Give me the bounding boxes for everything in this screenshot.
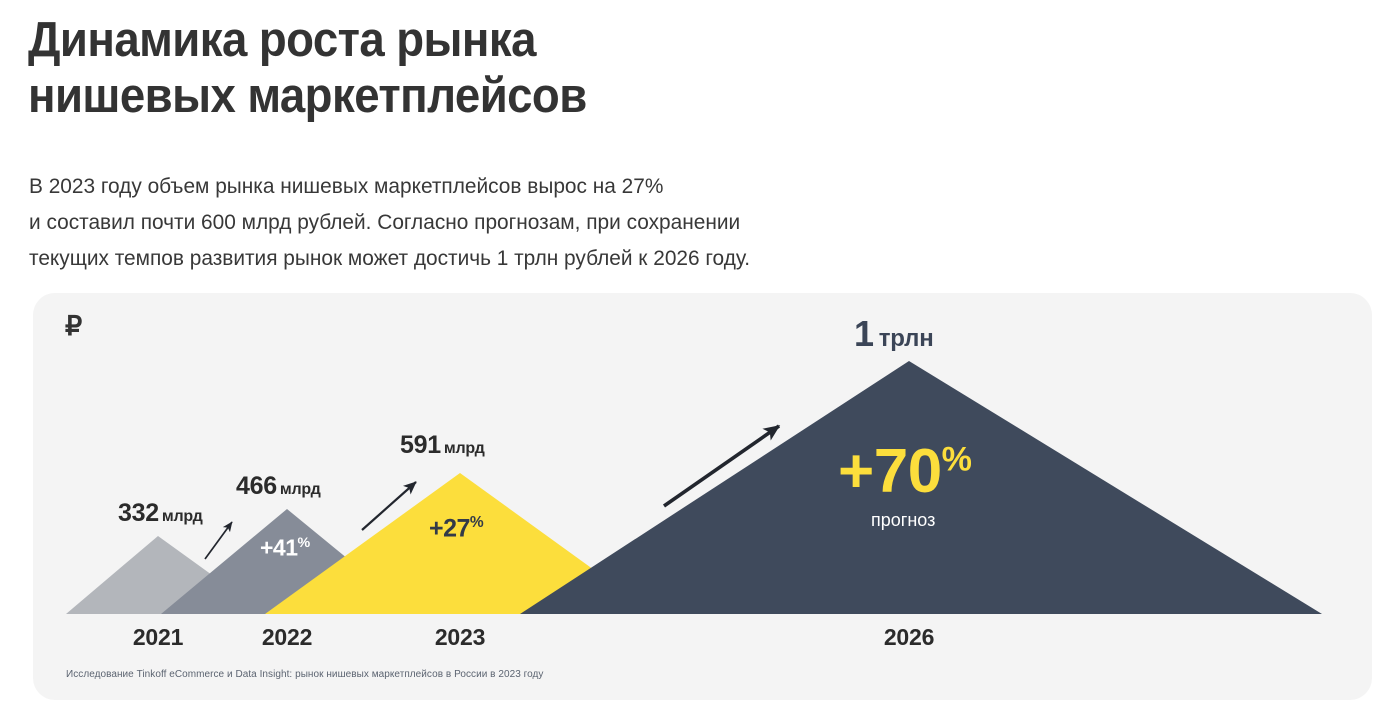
growth-arrow-2021-2022 — [204, 521, 233, 560]
page-title-line-1: Динамика роста рынка — [28, 13, 536, 67]
peak-value-2021: 332 — [118, 499, 159, 527]
intro-line-1: В 2023 году объем рынка нишевых маркетпл… — [29, 174, 664, 198]
growth-value-2022: +41 — [260, 534, 298, 561]
growth-value-2023: +27 — [429, 514, 470, 543]
forecast-note: прогноз — [871, 510, 936, 530]
page-title-line-2: нишевых маркетплейсов — [28, 69, 587, 123]
growth-value-2026: +70 — [838, 437, 942, 506]
growth-arrow-2022-2023 — [361, 481, 417, 531]
year-label-2022: 2022 — [261, 624, 313, 650]
growth-label-2023: +27% — [429, 514, 484, 543]
peak-label-2022: 466 млрд — [236, 474, 321, 499]
growth-percent-sign-2022: % — [297, 535, 311, 551]
ruble-currency-icon: ₽ — [65, 311, 83, 341]
peak-unit-2023: млрд — [443, 440, 485, 457]
source-note: Исследование Tinkoff eCommerce и Data In… — [66, 669, 544, 680]
intro-line-2: и составил почти 600 млрд рублей. Соглас… — [29, 210, 741, 234]
peak-label-2021: 332 млрд — [118, 501, 203, 526]
peak-value-2022: 466 — [236, 472, 277, 500]
mountain-chart — [66, 361, 1322, 614]
growth-label-2022: +41% — [260, 536, 310, 560]
growth-percent-sign-2026: % — [941, 440, 972, 479]
peak-unit-2026: трлн — [878, 325, 934, 352]
intro-paragraph: В 2023 году объем рынка нишевых маркетпл… — [29, 168, 980, 276]
peak-value-2026: 1 — [854, 313, 874, 354]
intro-line-3: текущих темпов развития рынок может дост… — [29, 246, 750, 270]
growth-arrow-2023-2026 — [662, 424, 781, 508]
chart-card: ₽ 332 мл — [33, 293, 1372, 700]
page-title: Динамика роста рынка нишевых маркетплейс… — [28, 12, 865, 124]
growth-percent-sign-2023: % — [469, 514, 484, 531]
peak-value-2023: 591 — [400, 431, 441, 459]
year-label-2021: 2021 — [132, 624, 184, 650]
year-label-2023: 2023 — [434, 624, 486, 650]
growth-label-2026: +70% — [838, 441, 972, 503]
peak-unit-2021: млрд — [161, 508, 203, 525]
peak-label-2023: 591 млрд — [400, 433, 485, 458]
peak-label-2026: 1 трлн — [854, 316, 934, 352]
year-label-2026: 2026 — [883, 624, 935, 650]
peak-2026 — [520, 361, 1322, 614]
peak-2023 — [265, 473, 655, 614]
peak-unit-2022: млрд — [279, 481, 321, 498]
